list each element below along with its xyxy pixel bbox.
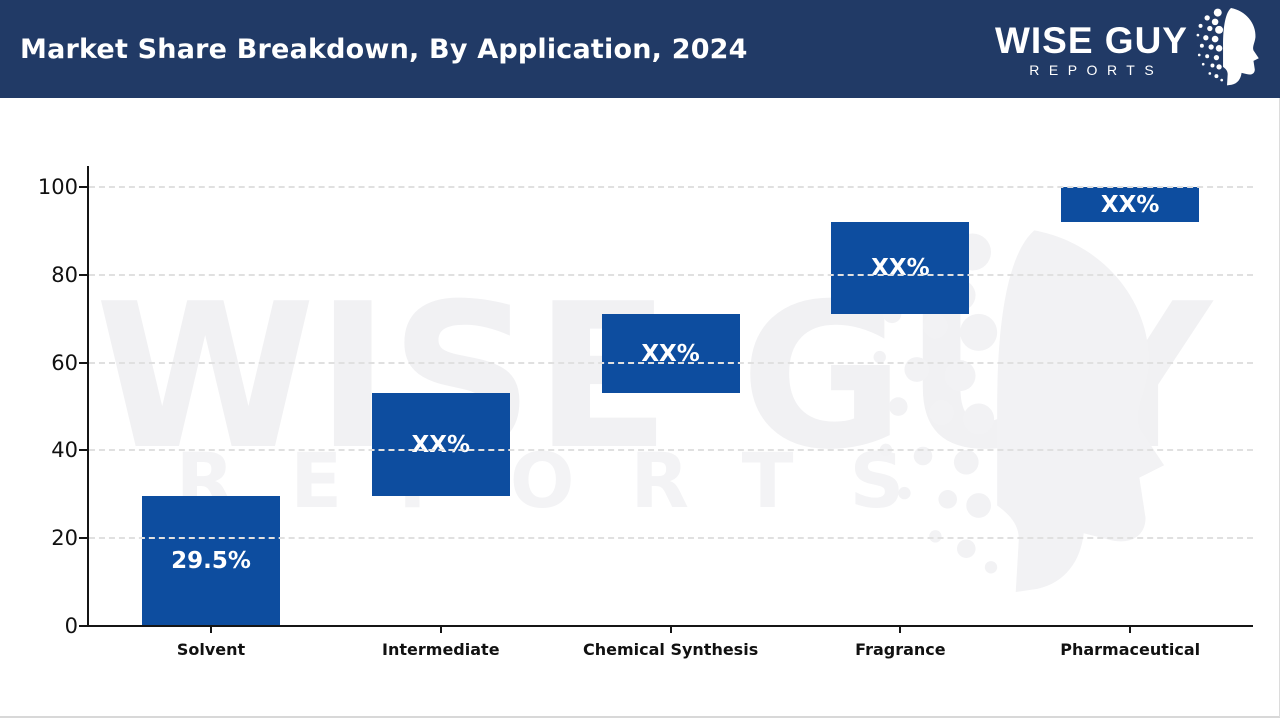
x-category-label-1: Intermediate	[382, 640, 500, 659]
header-bar: Market Share Breakdown, By Application, …	[0, 0, 1280, 98]
x-tick-mark-0	[210, 627, 212, 633]
bar-pharmaceutical: XX%	[1061, 187, 1200, 223]
brand-logo-text: WISE GUY REPORTS	[994, 19, 1188, 78]
x-tick-mark-1	[439, 627, 442, 633]
chart-plot-area: WISE GUY REPORTS 0 20 40 60 80 100 29.5% Solven…	[0, 98, 1280, 720]
bar-fragrance: XX%	[831, 222, 970, 315]
y-tick-mark-0	[79, 625, 87, 627]
y-tick-label-20: 20	[51, 526, 78, 551]
bottom-edge-line	[0, 716, 1280, 718]
bar-value-label: XX%	[871, 255, 930, 282]
y-tick-mark-20	[79, 537, 87, 540]
y-tick-label-40: 40	[51, 438, 78, 463]
bar-value-label: XX%	[411, 431, 471, 458]
bar-intermediate: XX%	[371, 393, 510, 497]
y-tick-label-80: 80	[51, 262, 78, 287]
gridline-100	[89, 186, 1253, 188]
brand-name: WISE GUY	[994, 19, 1188, 61]
y-tick-mark-40	[79, 449, 87, 452]
y-axis-spine	[87, 166, 89, 627]
y-tick-mark-80	[79, 273, 87, 276]
bar-solvent: 29.5%	[142, 496, 280, 626]
page-title: Market Share Breakdown, By Application, …	[20, 33, 748, 65]
watermark-text-secondary: REPORTS	[175, 436, 961, 525]
x-category-label-3: Fragrance	[855, 640, 946, 659]
gridline-20	[89, 537, 1253, 540]
y-tick-mark-60	[79, 361, 87, 364]
x-tick-mark-3	[899, 627, 902, 633]
gridline-80	[89, 273, 1253, 276]
gridline-40	[89, 449, 1253, 452]
bar-chemical-synthesis: XX%	[601, 314, 740, 394]
x-axis-spine	[87, 625, 1253, 627]
bar-value-label: XX%	[1100, 191, 1160, 218]
y-tick-label-0: 0	[64, 614, 78, 638]
brand-logo: WISE GUY REPORTS	[995, 0, 1266, 98]
x-category-label-0: Solvent	[176, 640, 246, 659]
x-category-label-4: Pharmaceutical	[1060, 640, 1201, 659]
bar-value-label: 29.5%	[171, 548, 251, 575]
x-category-label-2: Chemical Synthesis	[582, 640, 759, 659]
y-tick-label-100: 100	[37, 175, 78, 199]
y-tick-label-60: 60	[51, 350, 78, 375]
brand-subtitle: REPORTS	[1029, 61, 1164, 78]
x-tick-mark-2	[669, 627, 672, 633]
dotted-head-profile-icon	[1196, 7, 1259, 86]
gridline-60	[89, 361, 1253, 364]
x-tick-mark-4	[1129, 627, 1132, 633]
y-tick-mark-100	[79, 186, 87, 188]
